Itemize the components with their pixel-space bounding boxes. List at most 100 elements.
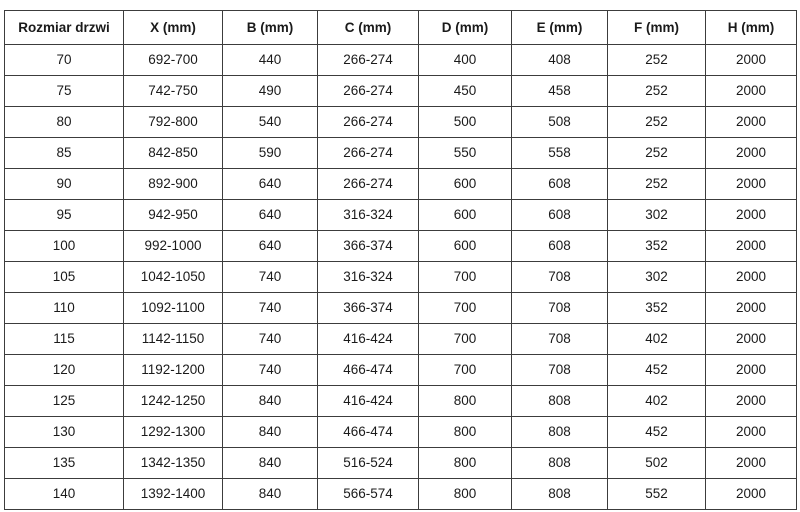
- table-row[interactable]: 85 842-850 590 266-274 550 558 252 2000: [4, 137, 797, 169]
- cell-h: 2000: [705, 292, 797, 324]
- cell-b: 590: [222, 137, 318, 169]
- cell-c: 416-424: [317, 323, 419, 355]
- cell-h: 2000: [705, 323, 797, 355]
- cell-f: 352: [607, 292, 706, 324]
- cell-d: 800: [418, 478, 512, 510]
- table-row[interactable]: 90 892-900 640 266-274 600 608 252 2000: [4, 168, 797, 200]
- column-header-e[interactable]: E (mm): [511, 10, 608, 45]
- cell-h: 2000: [705, 230, 797, 262]
- cell-size: 110: [4, 292, 124, 324]
- cell-e: 808: [511, 447, 608, 479]
- cell-e: 558: [511, 137, 608, 169]
- cell-c: 466-474: [317, 354, 419, 386]
- cell-e: 508: [511, 106, 608, 138]
- cell-c: 366-374: [317, 292, 419, 324]
- cell-b: 440: [222, 44, 318, 76]
- table-row[interactable]: 70 692-700 440 266-274 400 408 252 2000: [4, 44, 797, 76]
- cell-size: 85: [4, 137, 124, 169]
- cell-x: 1092-1100: [123, 292, 223, 324]
- cell-f: 402: [607, 323, 706, 355]
- table-header: Rozmiar drzwi X (mm) B (mm) C (mm) D (mm) E (…: [4, 10, 797, 45]
- cell-d: 800: [418, 385, 512, 417]
- cell-x: 1392-1400: [123, 478, 223, 510]
- cell-size: 120: [4, 354, 124, 386]
- cell-c: 266-274: [317, 44, 419, 76]
- cell-e: 808: [511, 416, 608, 448]
- cell-x: 942-950: [123, 199, 223, 231]
- table-row[interactable]: 120 1192-1200 740 466-474 700 708 452 2000: [4, 354, 797, 386]
- table-row[interactable]: 80 792-800 540 266-274 500 508 252 2000: [4, 106, 797, 138]
- table-row[interactable]: 100 992-1000 640 366-374 600 608 352 2000: [4, 230, 797, 262]
- column-header-size[interactable]: Rozmiar drzwi: [4, 10, 124, 45]
- cell-e: 708: [511, 354, 608, 386]
- cell-size: 90: [4, 168, 124, 200]
- cell-h: 2000: [705, 199, 797, 231]
- cell-size: 70: [4, 44, 124, 76]
- cell-x: 742-750: [123, 75, 223, 107]
- cell-f: 452: [607, 354, 706, 386]
- cell-c: 266-274: [317, 137, 419, 169]
- cell-h: 2000: [705, 416, 797, 448]
- cell-f: 252: [607, 137, 706, 169]
- column-header-b[interactable]: B (mm): [222, 10, 318, 45]
- cell-f: 302: [607, 199, 706, 231]
- table-row[interactable]: 125 1242-1250 840 416-424 800 808 402 2000: [4, 385, 797, 417]
- cell-h: 2000: [705, 478, 797, 510]
- column-header-h[interactable]: H (mm): [705, 10, 797, 45]
- table-row[interactable]: 105 1042-1050 740 316-324 700 708 302 2000: [4, 261, 797, 293]
- cell-d: 600: [418, 168, 512, 200]
- cell-d: 450: [418, 75, 512, 107]
- cell-size: 125: [4, 385, 124, 417]
- cell-c: 416-424: [317, 385, 419, 417]
- column-header-c[interactable]: C (mm): [317, 10, 419, 45]
- table-row[interactable]: 75 742-750 490 266-274 450 458 252 2000: [4, 75, 797, 107]
- table-row[interactable]: 110 1092-1100 740 366-374 700 708 352 2000: [4, 292, 797, 324]
- cell-h: 2000: [705, 168, 797, 200]
- cell-f: 502: [607, 447, 706, 479]
- cell-h: 2000: [705, 385, 797, 417]
- cell-x: 1242-1250: [123, 385, 223, 417]
- cell-d: 700: [418, 261, 512, 293]
- cell-x: 792-800: [123, 106, 223, 138]
- cell-h: 2000: [705, 44, 797, 76]
- cell-f: 302: [607, 261, 706, 293]
- spec-table-container: Rozmiar drzwi X (mm) B (mm) C (mm) D (mm) E (…: [4, 10, 797, 510]
- cell-e: 608: [511, 199, 608, 231]
- cell-x: 1342-1350: [123, 447, 223, 479]
- cell-e: 458: [511, 75, 608, 107]
- cell-b: 540: [222, 106, 318, 138]
- cell-x: 692-700: [123, 44, 223, 76]
- cell-e: 708: [511, 261, 608, 293]
- cell-h: 2000: [705, 354, 797, 386]
- cell-d: 600: [418, 230, 512, 262]
- table-row[interactable]: 135 1342-1350 840 516-524 800 808 502 2000: [4, 447, 797, 479]
- cell-size: 75: [4, 75, 124, 107]
- table-row[interactable]: 115 1142-1150 740 416-424 700 708 402 2000: [4, 323, 797, 355]
- cell-d: 800: [418, 447, 512, 479]
- table-row[interactable]: 130 1292-1300 840 466-474 800 808 452 2000: [4, 416, 797, 448]
- cell-c: 266-274: [317, 168, 419, 200]
- cell-h: 2000: [705, 106, 797, 138]
- cell-f: 252: [607, 106, 706, 138]
- column-header-f[interactable]: F (mm): [607, 10, 706, 45]
- cell-d: 550: [418, 137, 512, 169]
- cell-x: 992-1000: [123, 230, 223, 262]
- table-row[interactable]: 140 1392-1400 840 566-574 800 808 552 2000: [4, 478, 797, 510]
- cell-x: 1192-1200: [123, 354, 223, 386]
- column-header-x[interactable]: X (mm): [123, 10, 223, 45]
- cell-c: 316-324: [317, 261, 419, 293]
- cell-c: 266-274: [317, 106, 419, 138]
- cell-b: 640: [222, 230, 318, 262]
- cell-size: 115: [4, 323, 124, 355]
- column-header-d[interactable]: D (mm): [418, 10, 512, 45]
- table-row[interactable]: 95 942-950 640 316-324 600 608 302 2000: [4, 199, 797, 231]
- cell-c: 516-524: [317, 447, 419, 479]
- cell-b: 740: [222, 292, 318, 324]
- cell-h: 2000: [705, 137, 797, 169]
- cell-d: 600: [418, 199, 512, 231]
- cell-d: 500: [418, 106, 512, 138]
- cell-b: 840: [222, 478, 318, 510]
- cell-h: 2000: [705, 447, 797, 479]
- cell-d: 700: [418, 292, 512, 324]
- cell-c: 566-574: [317, 478, 419, 510]
